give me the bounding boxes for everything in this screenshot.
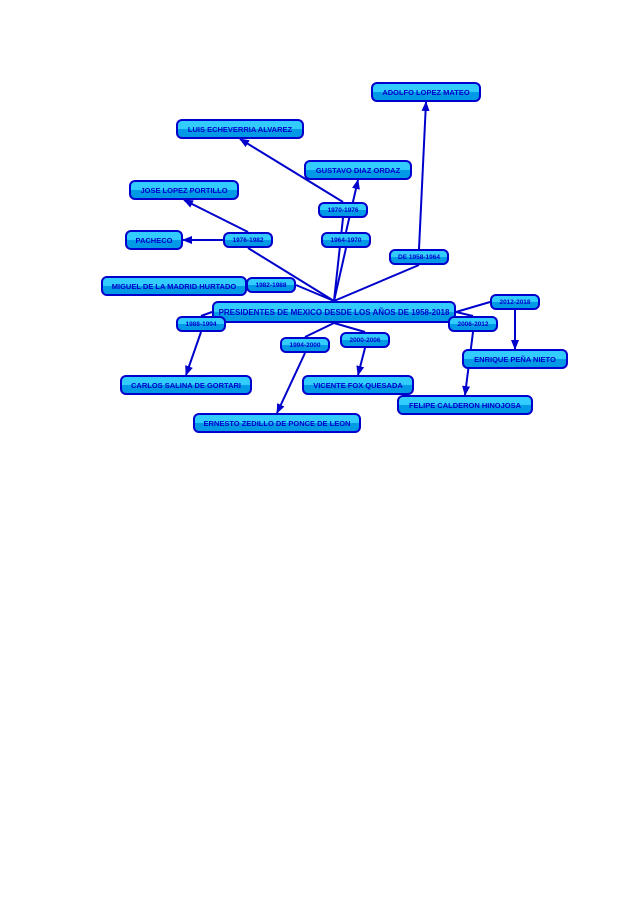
node-label: ADOLFO LOPEZ MATEO xyxy=(382,88,469,97)
node-lopez_mateo: ADOLFO LOPEZ MATEO xyxy=(371,82,481,102)
node-label: CARLOS SALINA DE GORTARI xyxy=(131,381,241,390)
node-y1994: 1994-2000 xyxy=(280,337,330,353)
diagram-canvas: PRESIDENTES DE MEXICO DESDE LOS AÑOS DE … xyxy=(0,0,638,903)
node-y1988: 1988-1994 xyxy=(176,316,226,332)
edge-center-y1970 xyxy=(334,218,343,301)
node-label: 1982-1988 xyxy=(255,282,286,289)
node-label: 1976-1982 xyxy=(232,237,263,244)
edge-y1988-salinas xyxy=(186,332,201,375)
node-zedillo: ERNESTO ZEDILLO DE PONCE DE LEON xyxy=(193,413,361,433)
node-madrid: MIGUEL DE LA MADRID HURTADO xyxy=(101,276,247,296)
node-label: VICENTE FOX QUESADA xyxy=(313,381,403,390)
node-y1958: DE 1958-1964 xyxy=(389,249,449,265)
node-label: DE 1958-1964 xyxy=(398,254,440,261)
node-y2012: 2012-2018 xyxy=(490,294,540,310)
node-y1982: 1982-1988 xyxy=(246,277,296,293)
edges-layer xyxy=(0,0,638,903)
node-label: 2000-2006 xyxy=(349,337,380,344)
node-label: ENRIQUE PEÑA NIETO xyxy=(474,355,556,364)
node-fox: VICENTE FOX QUESADA xyxy=(302,375,414,395)
edge-y1994-zedillo xyxy=(277,353,305,413)
node-label: 1988-1994 xyxy=(185,321,216,328)
node-diaz_ordaz: GUSTAVO DIAZ ORDAZ xyxy=(304,160,412,180)
edge-center-y1994 xyxy=(305,323,334,337)
node-salinas: CARLOS SALINA DE GORTARI xyxy=(120,375,252,395)
node-lopez_portillo: JOSE LOPEZ PORTILLO xyxy=(129,180,239,200)
node-y2006: 2006-2012 xyxy=(448,316,498,332)
node-label: JOSE LOPEZ PORTILLO xyxy=(140,186,227,195)
node-y2000: 2000-2006 xyxy=(340,332,390,348)
node-calderon: FELIPE CALDERON HINOJOSA xyxy=(397,395,533,415)
node-label: MIGUEL DE LA MADRID HURTADO xyxy=(112,282,236,291)
edge-center-y2012 xyxy=(456,302,490,312)
node-y1964: 1964-1970 xyxy=(321,232,371,248)
node-y1976: 1976-1982 xyxy=(223,232,273,248)
node-y1970: 1970-1976 xyxy=(318,202,368,218)
edge-center-y1982 xyxy=(296,285,334,301)
node-label: 1994-2000 xyxy=(289,342,320,349)
node-label: LUIS ECHEVERRIA ALVAREZ xyxy=(188,125,292,134)
node-label: 2006-2012 xyxy=(457,321,488,328)
node-echeverria: LUIS ECHEVERRIA ALVAREZ xyxy=(176,119,304,139)
edge-y1958-lopez_mateo xyxy=(419,102,426,249)
node-label: 1970-1976 xyxy=(327,207,358,214)
edge-y2000-fox xyxy=(358,348,365,375)
edge-center-y1964 xyxy=(334,248,346,301)
node-label: FELIPE CALDERON HINOJOSA xyxy=(409,401,521,410)
node-label: GUSTAVO DIAZ ORDAZ xyxy=(316,166,400,175)
edge-center-y1958 xyxy=(334,265,419,301)
node-label: 1964-1970 xyxy=(330,237,361,244)
node-label: PACHECO xyxy=(136,236,173,245)
edge-center-y1976 xyxy=(248,248,334,301)
node-label: ERNESTO ZEDILLO DE PONCE DE LEON xyxy=(204,419,351,428)
node-pena: ENRIQUE PEÑA NIETO xyxy=(462,349,568,369)
node-label: PRESIDENTES DE MEXICO DESDE LOS AÑOS DE … xyxy=(219,308,450,317)
node-center: PRESIDENTES DE MEXICO DESDE LOS AÑOS DE … xyxy=(212,301,456,323)
edge-center-y2000 xyxy=(334,323,365,332)
edge-y1976-lopez_portillo xyxy=(184,200,248,232)
node-label: 2012-2018 xyxy=(499,299,530,306)
node-pacheco: PACHECO xyxy=(125,230,183,250)
